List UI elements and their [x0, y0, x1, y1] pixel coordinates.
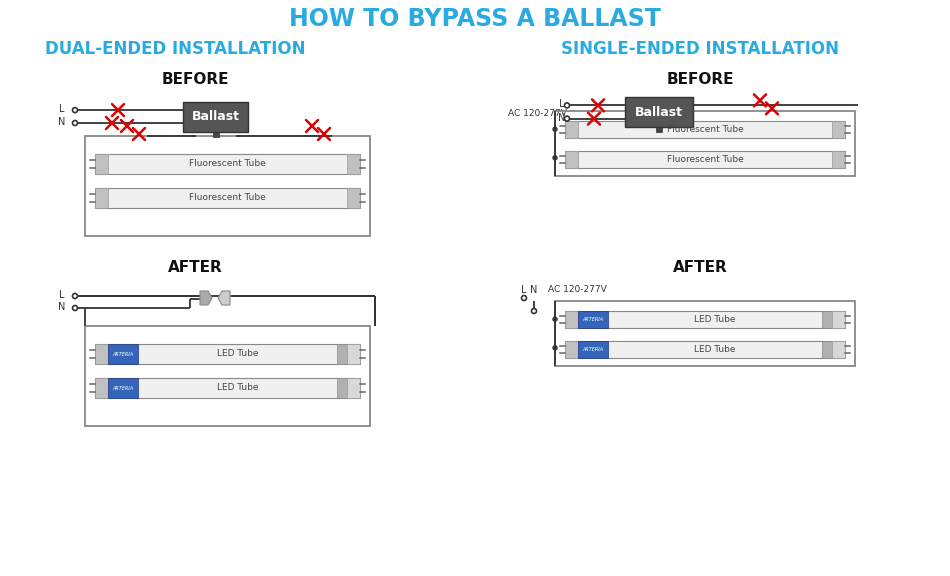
- Circle shape: [522, 295, 526, 301]
- Text: AFTER: AFTER: [673, 260, 728, 275]
- Bar: [578, 311, 608, 328]
- Text: AC 120-277V: AC 120-277V: [548, 286, 607, 294]
- Text: LED Tube: LED Tube: [694, 315, 735, 324]
- Bar: [213, 132, 219, 137]
- Text: Ballast: Ballast: [192, 111, 239, 123]
- Bar: [822, 341, 845, 358]
- Bar: [347, 344, 360, 364]
- Bar: [832, 121, 845, 138]
- Bar: [95, 154, 108, 174]
- Bar: [336, 378, 360, 398]
- Text: N: N: [558, 112, 565, 123]
- Circle shape: [531, 309, 537, 313]
- Text: LED Tube: LED Tube: [694, 345, 735, 354]
- Text: Fluorescent Tube: Fluorescent Tube: [667, 155, 743, 164]
- Circle shape: [564, 103, 569, 108]
- Circle shape: [72, 305, 78, 310]
- Text: ARTERIA: ARTERIA: [582, 347, 603, 352]
- Circle shape: [72, 108, 78, 112]
- Circle shape: [72, 120, 78, 126]
- Circle shape: [553, 127, 557, 131]
- Bar: [565, 121, 578, 138]
- Text: LED Tube: LED Tube: [217, 350, 258, 358]
- Text: ARTERIA: ARTERIA: [582, 317, 603, 322]
- Bar: [95, 188, 108, 208]
- Text: N: N: [58, 117, 65, 127]
- Bar: [565, 341, 578, 358]
- Bar: [85, 136, 370, 236]
- Bar: [95, 378, 108, 398]
- Bar: [832, 341, 845, 358]
- Bar: [625, 97, 693, 127]
- Bar: [555, 301, 855, 366]
- Bar: [565, 151, 845, 168]
- Circle shape: [72, 294, 78, 298]
- Bar: [555, 111, 855, 176]
- Circle shape: [553, 317, 557, 321]
- Circle shape: [564, 116, 569, 121]
- Polygon shape: [200, 291, 212, 305]
- Text: HOW TO BYPASS A BALLAST: HOW TO BYPASS A BALLAST: [289, 7, 661, 31]
- Bar: [565, 311, 845, 328]
- Text: LED Tube: LED Tube: [217, 384, 258, 392]
- Bar: [347, 154, 360, 174]
- Bar: [336, 344, 360, 364]
- Bar: [347, 188, 360, 208]
- Bar: [108, 378, 138, 398]
- Text: Ballast: Ballast: [635, 105, 683, 119]
- Bar: [95, 344, 108, 364]
- Bar: [565, 311, 578, 328]
- Text: AC 120-277V: AC 120-277V: [508, 108, 567, 118]
- Text: Fluorescent Tube: Fluorescent Tube: [667, 125, 743, 134]
- Text: DUAL-ENDED INSTALLATION: DUAL-ENDED INSTALLATION: [45, 40, 305, 58]
- Text: AFTER: AFTER: [167, 260, 222, 275]
- Bar: [578, 341, 608, 358]
- Bar: [95, 378, 360, 398]
- Text: L: L: [522, 285, 526, 295]
- Text: ARTERIA: ARTERIA: [112, 351, 134, 357]
- Polygon shape: [218, 291, 230, 305]
- Circle shape: [553, 156, 557, 160]
- Text: SINGLE-ENDED INSTALLATION: SINGLE-ENDED INSTALLATION: [561, 40, 839, 58]
- Bar: [565, 341, 845, 358]
- Text: N: N: [58, 302, 65, 312]
- Bar: [832, 151, 845, 168]
- Bar: [656, 127, 662, 132]
- Bar: [565, 121, 845, 138]
- Text: ARTERIA: ARTERIA: [112, 385, 134, 391]
- Text: L: L: [60, 104, 65, 114]
- Bar: [832, 311, 845, 328]
- Text: BEFORE: BEFORE: [666, 71, 733, 86]
- Text: N: N: [530, 285, 538, 295]
- Text: Fluorescent Tube: Fluorescent Tube: [189, 194, 266, 203]
- Bar: [95, 154, 360, 174]
- Bar: [565, 151, 578, 168]
- Text: L: L: [560, 100, 565, 109]
- Bar: [95, 188, 360, 208]
- Bar: [95, 344, 360, 364]
- Bar: [347, 378, 360, 398]
- Bar: [822, 311, 845, 328]
- Bar: [183, 102, 248, 132]
- Text: Fluorescent Tube: Fluorescent Tube: [189, 160, 266, 169]
- Bar: [85, 326, 370, 426]
- Circle shape: [553, 346, 557, 350]
- Bar: [108, 344, 138, 364]
- Text: BEFORE: BEFORE: [162, 71, 229, 86]
- Text: L: L: [60, 290, 65, 300]
